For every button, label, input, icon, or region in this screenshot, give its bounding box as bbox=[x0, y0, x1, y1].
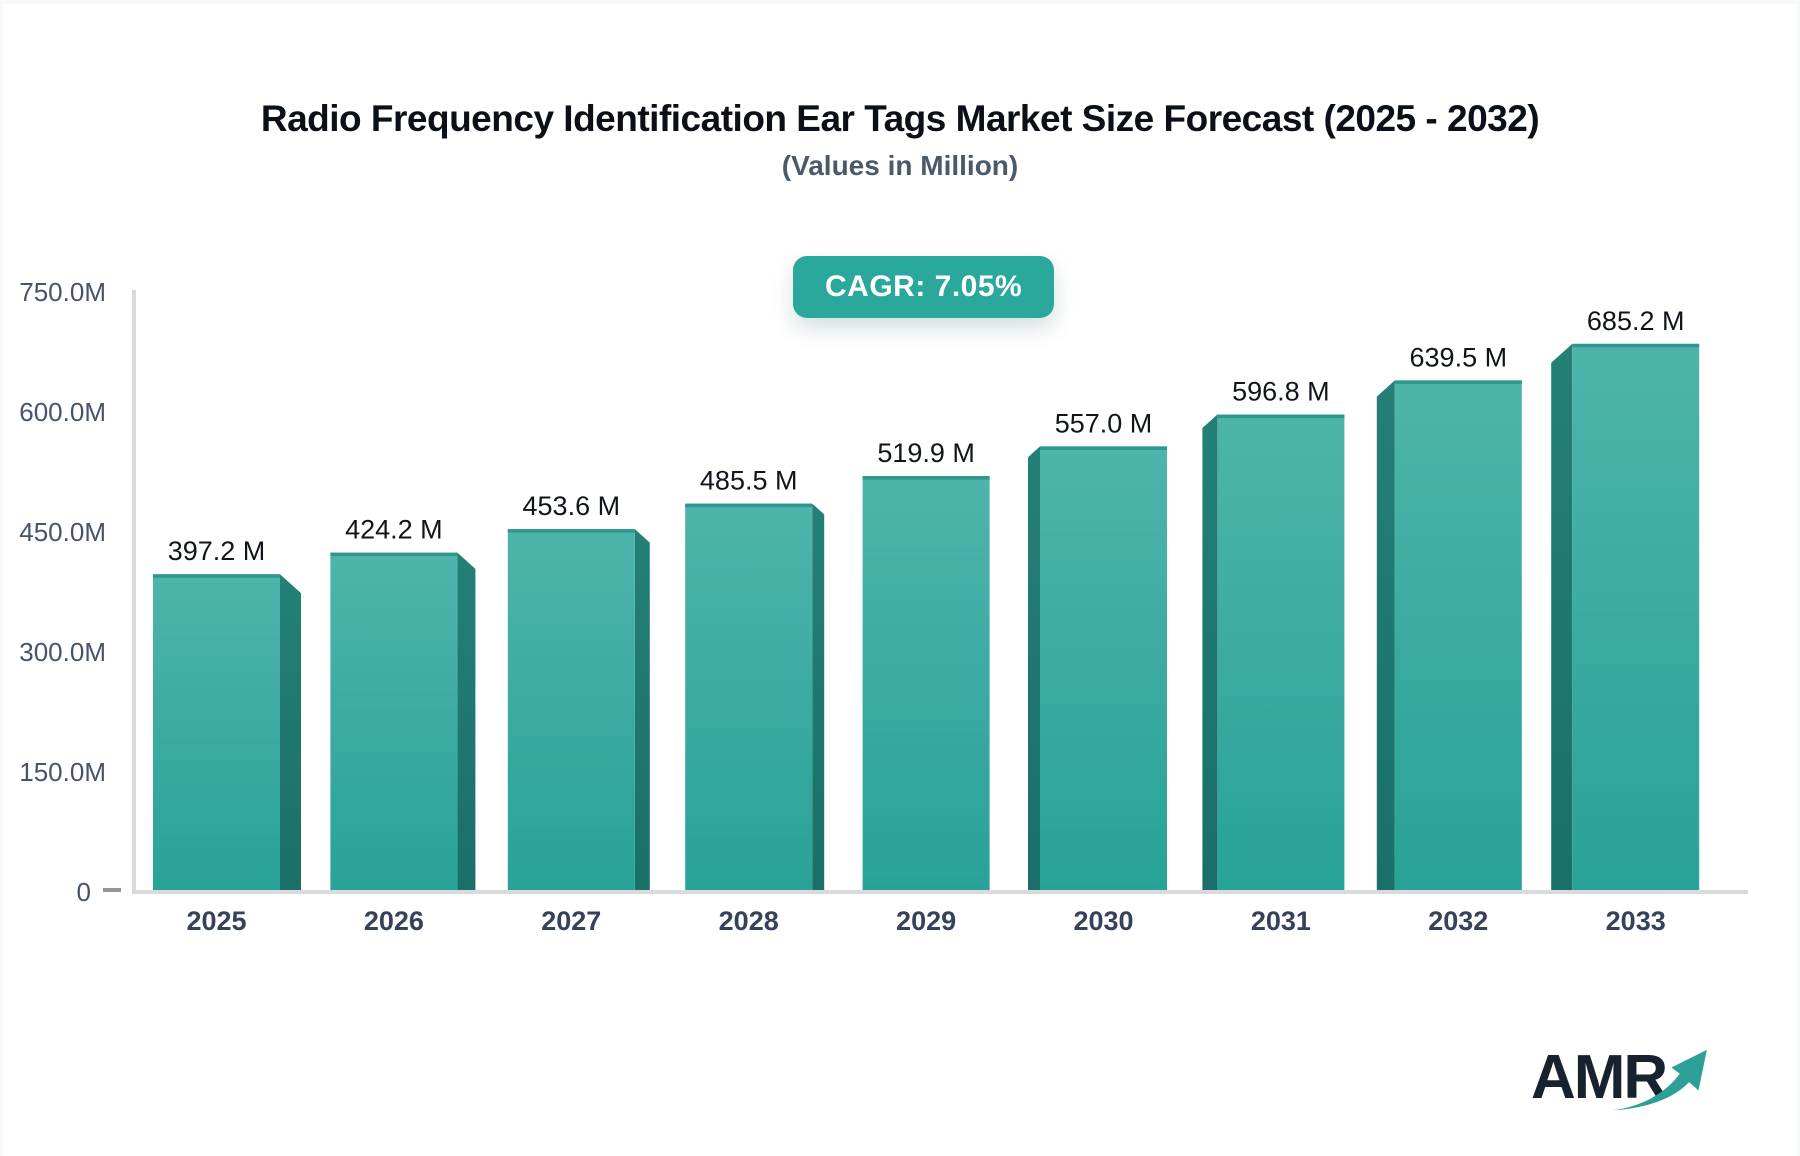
bar-value-label: 639.5 M bbox=[1410, 342, 1508, 372]
bar-front-face bbox=[1040, 446, 1167, 892]
bar-front-face bbox=[862, 476, 990, 892]
bar-top-edge bbox=[330, 552, 458, 557]
bar-front-face bbox=[1394, 380, 1522, 892]
bar-group-2033: 685.2 M 2033 bbox=[1551, 306, 1700, 936]
bar-group-2025: 397.2 M 2025 bbox=[153, 536, 301, 936]
bar-group-2029: 519.9 M 2029 bbox=[862, 438, 990, 936]
bar-top-edge bbox=[862, 476, 990, 480]
x-axis-label: 2032 bbox=[1428, 906, 1488, 936]
bar-side-face bbox=[634, 529, 650, 892]
bar-value-label: 519.9 M bbox=[877, 438, 975, 468]
amr-logo: AMR bbox=[1531, 1042, 1731, 1122]
x-axis-label: 2028 bbox=[719, 906, 779, 936]
bar-value-label: 397.2 M bbox=[168, 536, 266, 566]
market-size-bar-chart: 750.0M 600.0M 450.0M 300.0M 150.0M 0 397.2 M 20… bbox=[19, 277, 1748, 936]
bar-top-edge bbox=[1394, 380, 1522, 384]
x-axis-label: 2027 bbox=[541, 906, 601, 936]
y-axis-label: 150.0M bbox=[19, 757, 106, 787]
bar-value-label: 685.2 M bbox=[1587, 306, 1685, 336]
bar-group-2032: 639.5 M 2032 bbox=[1376, 342, 1522, 936]
bar-side-face bbox=[812, 503, 825, 892]
y-axis-label: 0 bbox=[77, 877, 91, 907]
amr-logo-text: AMR bbox=[1531, 1043, 1668, 1112]
bar-side-face bbox=[457, 552, 476, 892]
x-axis-line bbox=[132, 890, 1748, 894]
bar-group-2028: 485.5 M 2028 bbox=[685, 466, 825, 936]
x-axis-label: 2033 bbox=[1606, 906, 1666, 936]
bar-top-edge bbox=[507, 529, 635, 533]
bar-group-2027: 453.6 M 2027 bbox=[507, 491, 650, 936]
y-axis-label: 300.0M bbox=[19, 637, 106, 667]
bar-front-face bbox=[685, 503, 813, 892]
bar-side-face bbox=[1376, 380, 1395, 892]
cagr-badge: CAGR: 7.05% bbox=[793, 256, 1055, 318]
y-axis-line bbox=[132, 290, 136, 894]
bar-value-label: 596.8 M bbox=[1232, 377, 1330, 407]
bar-side-face bbox=[1551, 343, 1573, 893]
x-axis-label: 2030 bbox=[1073, 906, 1133, 936]
y-axis-label: 750.0M bbox=[19, 277, 106, 307]
x-axis-label: 2026 bbox=[364, 906, 424, 936]
x-axis-label: 2031 bbox=[1251, 906, 1311, 936]
y-axis-label: 450.0M bbox=[19, 517, 106, 547]
bar-value-label: 424.2 M bbox=[345, 515, 443, 545]
zero-tick-dash bbox=[103, 888, 121, 892]
bar-top-edge bbox=[685, 503, 813, 508]
bar-value-label: 453.6 M bbox=[523, 491, 621, 521]
bar-top-edge bbox=[1040, 446, 1167, 450]
bar-front-face bbox=[1217, 414, 1345, 892]
bar-front-face bbox=[330, 552, 458, 892]
bar-side-face bbox=[280, 574, 301, 892]
bar-front-face bbox=[507, 529, 635, 892]
bar-value-label: 557.0 M bbox=[1055, 408, 1153, 438]
bar-top-edge bbox=[1217, 414, 1345, 419]
bar-group-2030: 557.0 M 2030 bbox=[1028, 408, 1167, 936]
bar-front-face bbox=[153, 574, 280, 892]
bar-front-face bbox=[1572, 343, 1700, 893]
y-axis-label: 600.0M bbox=[19, 397, 106, 427]
x-axis-label: 2025 bbox=[186, 906, 246, 936]
bar-value-label: 485.5 M bbox=[700, 466, 798, 496]
trend-up-arrow-icon bbox=[1613, 1049, 1707, 1111]
bar-group-2031: 596.8 M 2031 bbox=[1202, 377, 1345, 936]
bar-group-2026: 424.2 M 2026 bbox=[330, 515, 476, 936]
bar-top-edge bbox=[1572, 343, 1700, 348]
bar-top-edge bbox=[153, 574, 280, 578]
x-axis-label: 2029 bbox=[896, 906, 956, 936]
bar-side-face bbox=[1202, 414, 1218, 892]
chart-title: Radio Frequency Identification Ear Tags … bbox=[260, 98, 1540, 139]
chart-subtitle: (Values in Million) bbox=[781, 150, 1019, 181]
cagr-badge-label: CAGR: 7.05% bbox=[825, 270, 1023, 303]
bar-side-face bbox=[1028, 446, 1040, 892]
